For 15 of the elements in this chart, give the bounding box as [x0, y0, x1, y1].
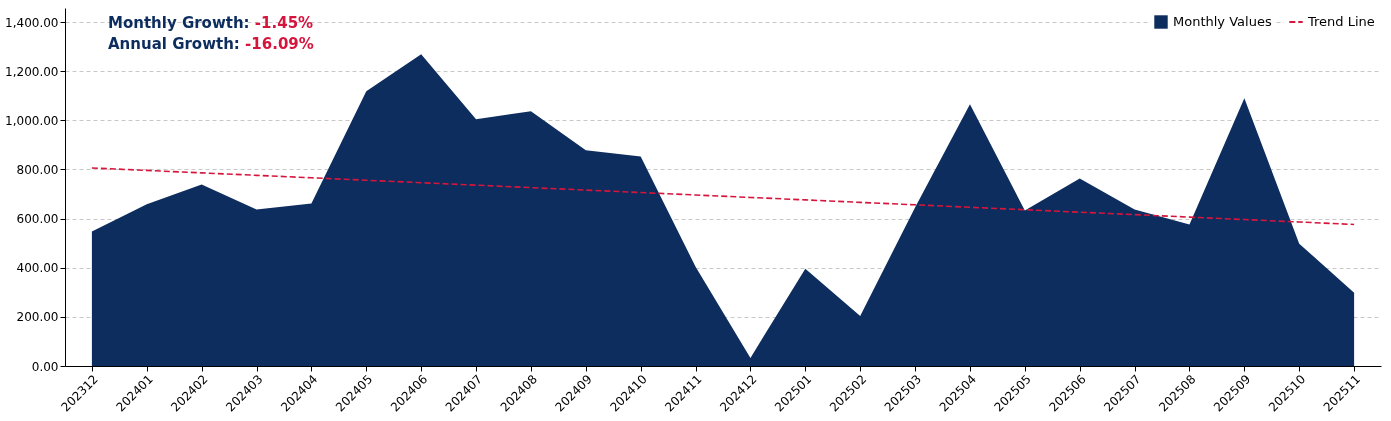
legend-label: Monthly Values: [1173, 14, 1272, 29]
y-tick-label: 200.00: [16, 310, 59, 325]
annotation: Annual Growth:: [108, 35, 241, 53]
y-tick-label: 1,000.00: [5, 113, 59, 128]
annotation: -1.45%: [254, 14, 314, 32]
y-tick-label: 400.00: [16, 261, 59, 276]
y-tick-label: 1,400.00: [5, 15, 59, 30]
legend-label: Trend Line: [1307, 14, 1375, 29]
line-series: [91, 167, 1355, 226]
annotation: -16.09%: [245, 35, 314, 53]
y-tick-label: 800.00: [16, 162, 59, 177]
annotation: Monthly Growth:: [108, 14, 251, 32]
y-tick-label: 600.00: [16, 212, 59, 227]
y-tick-label: 1,200.00: [5, 64, 59, 79]
y-tick-label: 0.00: [31, 359, 59, 374]
